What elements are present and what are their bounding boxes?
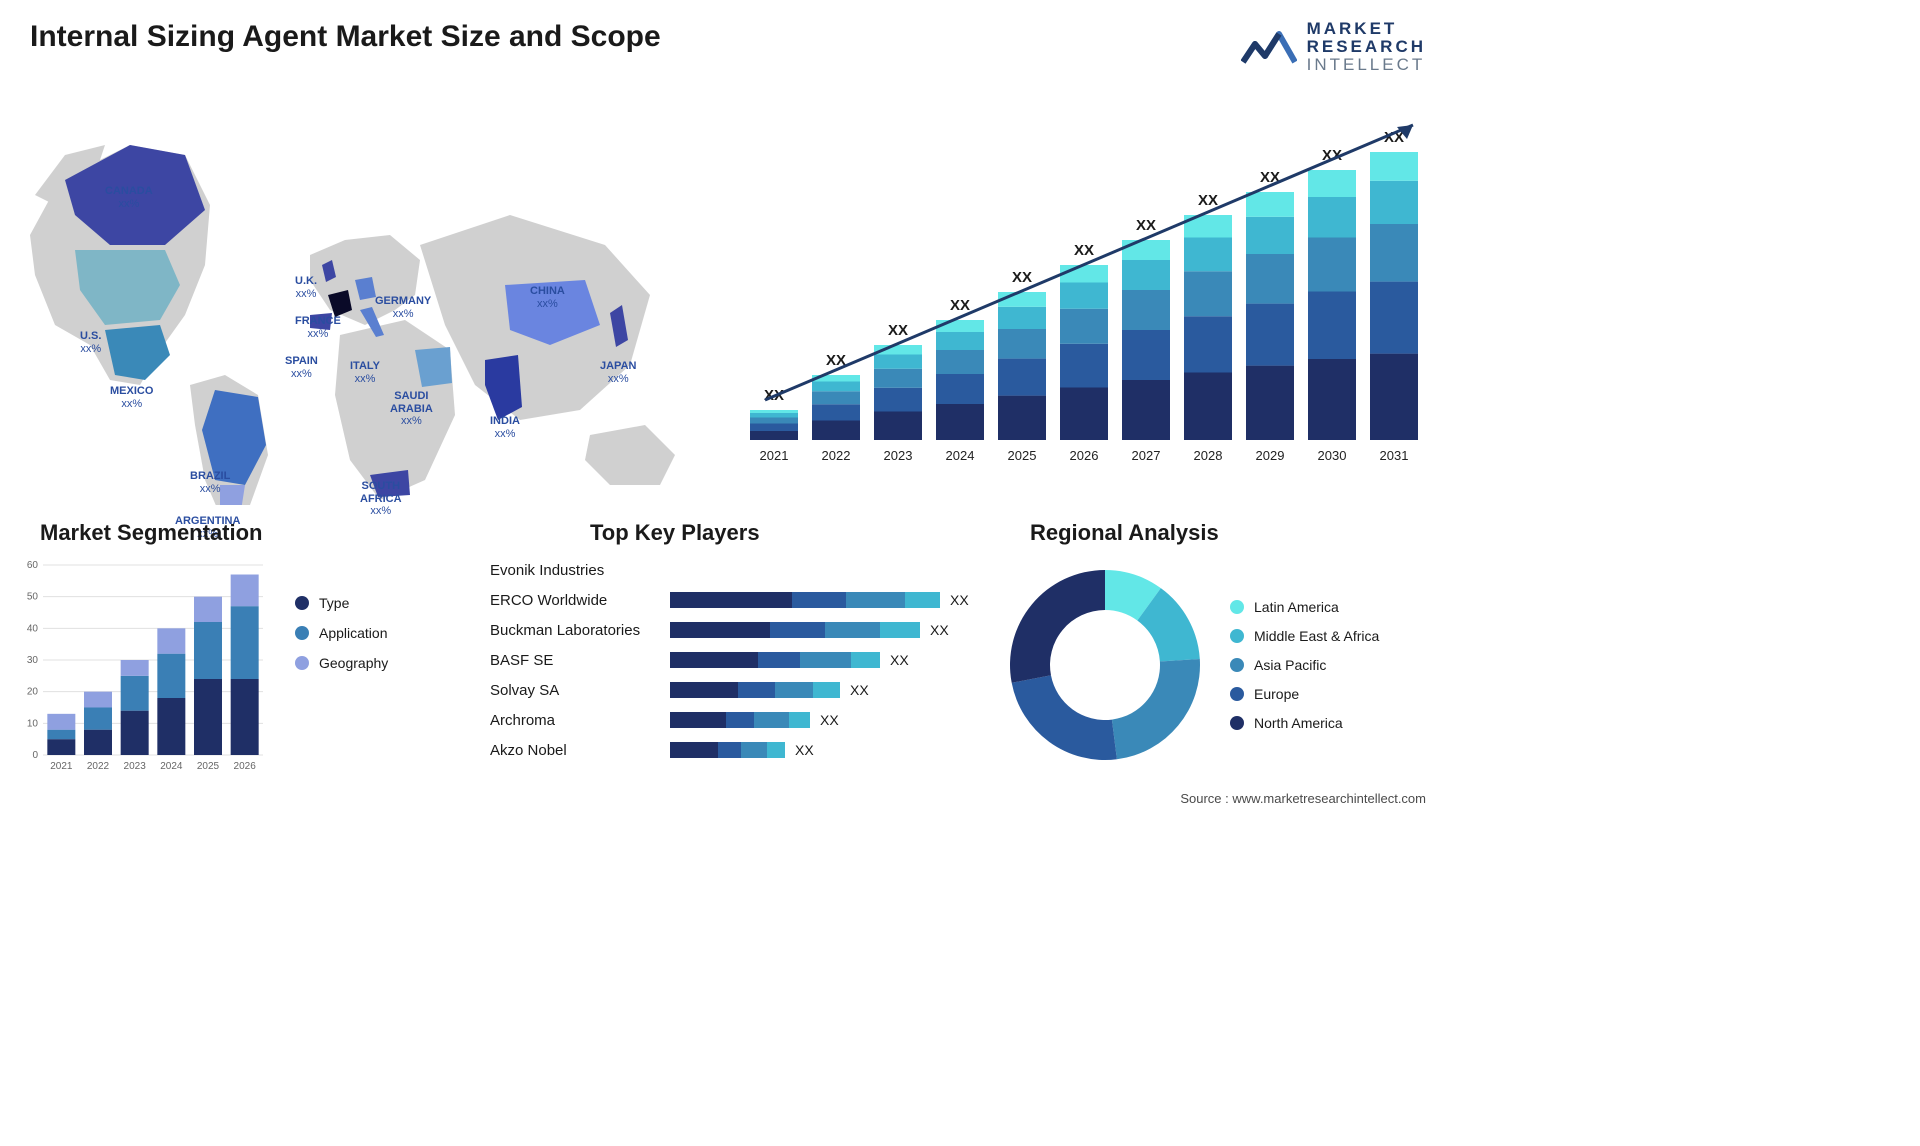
key-player-name: Archroma (490, 712, 670, 729)
logo-mark-icon (1241, 26, 1297, 68)
key-player-name: BASF SE (490, 652, 670, 669)
regional-title: Regional Analysis (1030, 520, 1219, 546)
growth-year-2021: 2021 (760, 448, 789, 463)
svg-text:40: 40 (27, 623, 39, 634)
svg-text:2025: 2025 (197, 761, 220, 772)
key-player-value: XX (820, 712, 839, 728)
map-label-japan: JAPANxx% (600, 360, 636, 385)
key-player-row: Archroma XX (490, 705, 1000, 735)
key-player-name: ERCO Worldwide (490, 592, 670, 609)
svg-text:2026: 2026 (234, 761, 257, 772)
svg-text:10: 10 (27, 718, 39, 729)
growth-value-2023: XX (888, 322, 908, 339)
page-title: Internal Sizing Agent Market Size and Sc… (30, 20, 661, 54)
key-player-value: XX (890, 652, 909, 668)
map-label-germany: GERMANYxx% (375, 295, 431, 320)
source-label: Source : www.marketresearchintellect.com (1180, 791, 1426, 806)
growth-year-2030: 2030 (1318, 448, 1347, 463)
key-player-name: Evonik Industries (490, 562, 670, 579)
key-player-row: Buckman Laboratories XX (490, 615, 1000, 645)
map-label-saudi: SAUDIARABIAxx% (390, 390, 433, 428)
region-legend-item: Asia Pacific (1230, 657, 1379, 673)
map-label-southafrica: SOUTHAFRICAxx% (360, 480, 402, 518)
svg-text:60: 60 (27, 560, 39, 571)
growth-value-2026: XX (1074, 242, 1094, 259)
key-player-value: XX (850, 682, 869, 698)
key-player-row: Evonik Industries (490, 555, 1000, 585)
donut-slice (1012, 675, 1117, 760)
key-player-name: Solvay SA (490, 682, 670, 699)
growth-value-2028: XX (1198, 192, 1218, 209)
growth-bar-chart: 2021 XX 2022 XX 2023 XX 2024 XX 2025 XX 2026 XX 2027… (730, 100, 1430, 480)
growth-year-2027: 2027 (1132, 448, 1161, 463)
key-player-name: Buckman Laboratories (490, 622, 670, 639)
region-legend-item: Middle East & Africa (1230, 628, 1379, 644)
svg-text:30: 30 (27, 655, 39, 666)
donut-slice (1010, 570, 1105, 683)
key-players-title: Top Key Players (590, 520, 760, 546)
key-player-value: XX (795, 742, 814, 758)
map-label-canada: CANADAxx% (105, 185, 153, 210)
key-player-row: Akzo Nobel XX (490, 735, 1000, 765)
svg-text:50: 50 (27, 592, 39, 603)
growth-year-2023: 2023 (884, 448, 913, 463)
map-label-spain: SPAINxx% (285, 355, 318, 380)
region-legend-item: North America (1230, 715, 1379, 731)
growth-year-2029: 2029 (1256, 448, 1285, 463)
key-players-chart: Evonik IndustriesERCO WorldwideXXBuckman… (490, 555, 1000, 785)
key-player-row: BASF SE XX (490, 645, 1000, 675)
segmentation-chart: 0 10 20 30 40 50 60 2021 2022 2023 2024 2025 2026 Ty… (15, 555, 425, 785)
growth-year-2031: 2031 (1380, 448, 1409, 463)
growth-year-2028: 2028 (1194, 448, 1223, 463)
logo-text-1: MARKET (1307, 20, 1426, 38)
map-label-mexico: MEXICOxx% (110, 385, 153, 410)
brand-logo: MARKET RESEARCH INTELLECT (1241, 20, 1426, 74)
key-player-value: XX (950, 592, 969, 608)
growth-year-2024: 2024 (946, 448, 975, 463)
seg-legend-application: Application (295, 625, 388, 641)
map-label-india: INDIAxx% (490, 415, 520, 440)
key-player-row: ERCO Worldwide XX (490, 585, 1000, 615)
key-player-name: Akzo Nobel (490, 742, 670, 759)
map-label-china: CHINAxx% (530, 285, 565, 310)
logo-text-2: RESEARCH (1307, 38, 1426, 56)
svg-text:2022: 2022 (87, 761, 110, 772)
map-label-brazil: BRAZILxx% (190, 470, 230, 495)
seg-legend-geography: Geography (295, 655, 388, 671)
growth-value-2025: XX (1012, 269, 1032, 286)
map-label-italy: ITALYxx% (350, 360, 380, 385)
growth-year-2022: 2022 (822, 448, 851, 463)
map-label-us: U.S.xx% (80, 330, 101, 355)
donut-slice (1112, 659, 1200, 759)
region-legend-item: Europe (1230, 686, 1379, 702)
svg-text:2024: 2024 (160, 761, 183, 772)
growth-year-2025: 2025 (1008, 448, 1037, 463)
seg-legend-type: Type (295, 595, 388, 611)
country-mexico (105, 325, 170, 380)
growth-value-2027: XX (1136, 217, 1156, 234)
svg-text:2021: 2021 (50, 761, 73, 772)
growth-value-2024: XX (950, 297, 970, 314)
segmentation-title: Market Segmentation (40, 520, 263, 546)
svg-text:2023: 2023 (124, 761, 147, 772)
key-player-value: XX (930, 622, 949, 638)
regional-donut-chart: Latin America Middle East & Africa Asia Pa… (1005, 555, 1435, 775)
key-player-row: Solvay SA XX (490, 675, 1000, 705)
logo-text-3: INTELLECT (1307, 56, 1426, 74)
svg-text:20: 20 (27, 687, 39, 698)
map-label-france: FRANCExx% (295, 315, 341, 340)
growth-year-2026: 2026 (1070, 448, 1099, 463)
svg-text:0: 0 (32, 750, 38, 761)
region-legend-item: Latin America (1230, 599, 1379, 615)
map-label-uk: U.K.xx% (295, 275, 317, 300)
world-map: CANADAxx%U.S.xx%MEXICOxx%BRAZILxx%ARGENT… (10, 85, 700, 505)
